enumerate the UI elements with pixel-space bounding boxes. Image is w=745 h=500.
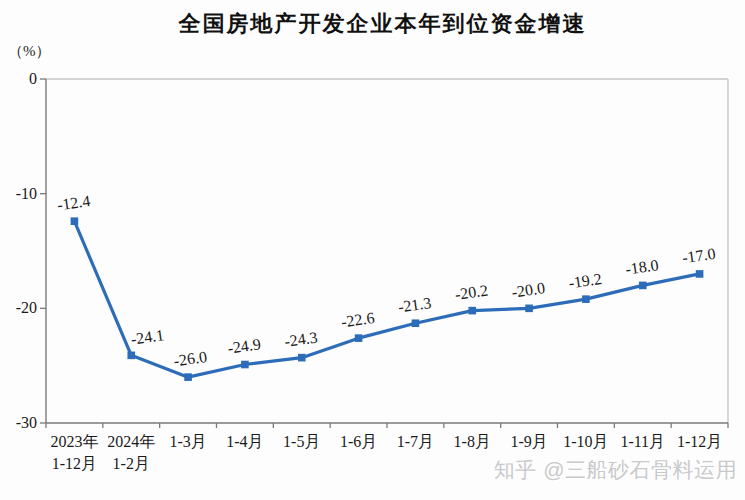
data-label: -24.9 xyxy=(226,335,261,356)
x-axis-tick-label: 2023年1-12月 xyxy=(50,433,98,472)
x-axis-tick-label: 2024年1-2月 xyxy=(107,433,155,472)
y-axis-tick-label: 0 xyxy=(29,70,37,87)
data-label: -20.2 xyxy=(454,281,489,302)
x-axis-tick-label: 1-3月 xyxy=(169,433,206,450)
data-label: -20.0 xyxy=(511,279,546,300)
data-point-marker xyxy=(412,319,420,327)
x-axis-tick-label: 1-4月 xyxy=(226,433,263,450)
data-point-marker xyxy=(71,217,79,225)
series-line xyxy=(74,221,699,377)
y-axis-tick-label: -30 xyxy=(16,414,37,431)
data-point-marker xyxy=(241,361,249,369)
data-label: -12.4 xyxy=(56,192,91,213)
data-point-marker xyxy=(355,334,363,342)
y-axis-tick-label: -10 xyxy=(16,185,37,202)
data-point-marker xyxy=(184,373,192,381)
x-axis-tick-label: 1-8月 xyxy=(454,433,491,450)
data-point-marker xyxy=(127,352,135,360)
data-point-marker xyxy=(696,270,704,278)
plot-area: 0 -10 -20 -30 2023年1-12月2024年1-2月 1-3月 1-4月 1-5… xyxy=(0,0,745,500)
data-point-marker xyxy=(639,282,647,290)
data-label: -17.0 xyxy=(681,245,716,266)
x-axis-tick-label: 1-9月 xyxy=(510,433,547,450)
chart: 全国房地产开发企业本年到位资金增速 （%） 0-10-20-302023年1-1… xyxy=(0,0,745,500)
data-label: -24.3 xyxy=(283,328,318,349)
data-label: -19.2 xyxy=(567,270,602,291)
data-point-marker xyxy=(468,307,476,315)
data-point-marker xyxy=(582,295,590,303)
data-point-marker xyxy=(298,354,306,362)
data-point-marker xyxy=(525,305,533,313)
data-label: -21.3 xyxy=(397,294,432,315)
x-axis-tick-label: 1-11月 xyxy=(620,433,665,450)
data-label: -18.0 xyxy=(624,256,659,277)
data-label: -24.1 xyxy=(130,326,165,347)
y-axis-tick-label: -20 xyxy=(16,299,37,316)
data-label: -22.6 xyxy=(340,309,375,330)
x-axis-tick-label: 1-7月 xyxy=(397,433,434,450)
x-axis-tick-label: 1-10月 xyxy=(563,433,608,450)
x-axis-tick-label: 1-6月 xyxy=(340,433,377,450)
data-label: -26.0 xyxy=(173,348,208,369)
x-axis-tick-label: 1-12月 xyxy=(677,433,722,450)
watermark: 知乎 @三船砂石骨料运用 xyxy=(494,456,737,484)
x-axis-tick-label: 1-5月 xyxy=(283,433,320,450)
